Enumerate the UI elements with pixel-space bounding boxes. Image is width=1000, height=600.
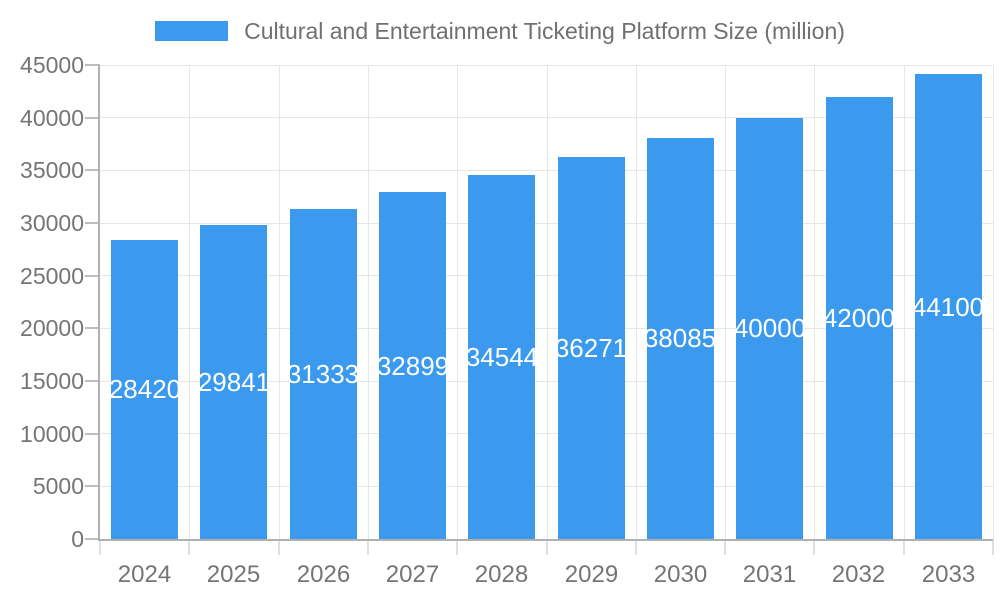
- y-axis-line: [98, 65, 100, 541]
- y-tick-label: 5000: [32, 473, 84, 500]
- x-tick-label: 2033: [921, 561, 976, 588]
- bar-value-label: 40000: [733, 313, 807, 343]
- y-tick-label: 40000: [20, 104, 84, 131]
- x-axis-tick: [992, 539, 994, 555]
- x-axis-tick: [456, 539, 458, 555]
- v-gridline: [189, 65, 190, 539]
- h-gridline: [100, 380, 993, 382]
- bar-value-label: 36271: [554, 333, 628, 363]
- y-axis-tick: [85, 380, 100, 382]
- bar: [379, 192, 446, 539]
- x-tick-label: 2026: [296, 561, 351, 588]
- bar-value-label: 29841: [197, 367, 271, 397]
- x-tick-label: 2029: [564, 561, 619, 588]
- v-gridline: [993, 65, 994, 539]
- y-axis-tick: [85, 327, 100, 330]
- x-axis-tick: [367, 539, 369, 555]
- h-gridline: [100, 222, 993, 224]
- x-axis-line: [100, 539, 993, 541]
- x-tick-label: 2032: [831, 561, 886, 588]
- y-axis-tick: [85, 538, 100, 540]
- bar-value-label: 42000: [822, 303, 896, 333]
- legend-label[interactable]: Cultural and Entertainment Ticketing Pla…: [244, 18, 845, 44]
- h-gridline: [100, 433, 993, 435]
- bar: [736, 118, 803, 539]
- bar: [915, 74, 982, 539]
- h-gridline: [100, 275, 993, 277]
- y-tick-label: 20000: [20, 315, 84, 342]
- h-gridline: [100, 117, 993, 119]
- v-gridline: [368, 65, 369, 539]
- x-tick-label: 2030: [653, 561, 708, 588]
- bar: [468, 175, 535, 539]
- x-axis-tick: [546, 539, 548, 555]
- y-axis-tick: [85, 222, 100, 224]
- bar-value-label: 32899: [376, 351, 450, 381]
- h-gridline: [100, 485, 993, 487]
- v-gridline: [814, 65, 815, 539]
- y-tick-label: 25000: [20, 262, 84, 289]
- y-axis-tick: [85, 169, 100, 172]
- y-axis-tick: [85, 64, 100, 66]
- y-axis-tick: [85, 485, 100, 488]
- bar-value-label: 31333: [286, 359, 360, 389]
- x-tick-label: 2024: [117, 561, 172, 588]
- bar: [290, 209, 357, 539]
- y-axis-tick: [85, 274, 100, 277]
- chart-legend[interactable]: Cultural and Entertainment Ticketing Pla…: [0, 17, 1000, 45]
- legend-swatch[interactable]: [155, 21, 229, 41]
- x-axis-tick: [724, 539, 726, 555]
- x-axis-tick: [635, 539, 637, 555]
- v-gridline: [457, 65, 458, 539]
- v-gridline: [279, 65, 280, 539]
- bar-value-label: 34544: [465, 342, 539, 372]
- y-tick-label: 35000: [20, 157, 84, 184]
- y-tick-label: 10000: [20, 420, 84, 447]
- v-gridline: [725, 65, 726, 539]
- y-axis-tick: [85, 432, 100, 435]
- x-tick-label: 2025: [206, 561, 261, 588]
- bar: [826, 97, 893, 539]
- bar: [200, 225, 267, 539]
- bar: [647, 138, 714, 539]
- h-gridline: [100, 327, 993, 329]
- y-tick-label: 15000: [20, 368, 84, 394]
- bar-value-label: 28420: [108, 374, 182, 404]
- h-gridline: [100, 169, 993, 171]
- x-axis-tick: [813, 539, 815, 555]
- x-axis-tick: [188, 539, 190, 555]
- y-tick-label: 0: [71, 526, 84, 552]
- bar-value-label: 38085: [643, 323, 717, 353]
- y-tick-label: 30000: [20, 210, 84, 236]
- x-axis-tick: [278, 539, 280, 555]
- y-axis-tick: [85, 116, 100, 119]
- x-tick-label: 2027: [385, 561, 440, 588]
- bar-value-label: 44100: [911, 292, 985, 322]
- y-tick-label: 45000: [20, 52, 84, 78]
- bar: [558, 157, 625, 539]
- bar: [111, 240, 178, 539]
- v-gridline: [904, 65, 905, 539]
- v-gridline: [636, 65, 637, 539]
- x-axis-tick: [99, 539, 101, 555]
- v-gridline: [547, 65, 548, 539]
- h-gridline: [100, 64, 993, 66]
- x-axis-tick: [903, 539, 905, 555]
- x-tick-label: 2028: [474, 561, 529, 588]
- x-tick-label: 2031: [742, 561, 797, 588]
